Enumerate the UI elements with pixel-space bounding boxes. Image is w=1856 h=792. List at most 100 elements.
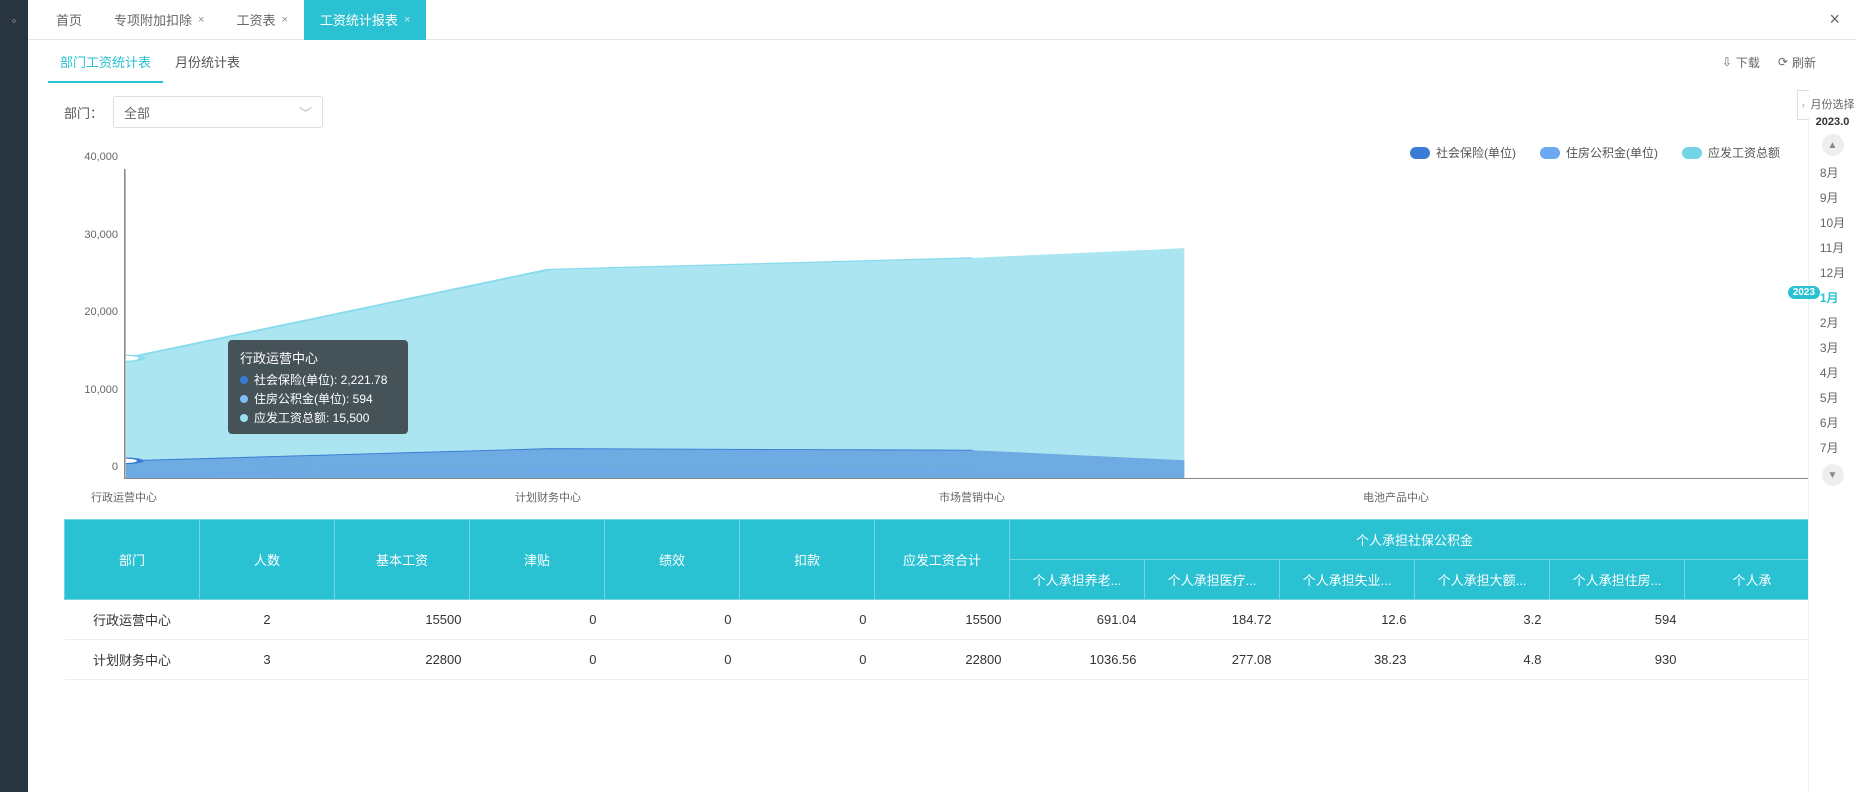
cell: 22800 bbox=[335, 640, 470, 680]
cell: 0 bbox=[605, 640, 740, 680]
x-tick: 计划财务中心 bbox=[515, 489, 581, 505]
dept-filter-label: 部门： bbox=[64, 103, 103, 122]
nav-icon[interactable]: ◦ bbox=[0, 0, 28, 40]
month-option[interactable]: 3月 bbox=[1820, 335, 1845, 360]
chart-section: 社会保险(单位)住房公积金(单位)应发工资总额 010,00020,00030,… bbox=[28, 140, 1856, 509]
th[interactable]: 部门 bbox=[65, 520, 200, 600]
month-option[interactable]: 6月 bbox=[1820, 410, 1845, 435]
month-option[interactable]: 2月 bbox=[1820, 310, 1845, 335]
table-row[interactable]: 行政运营中心21550000015500691.04184.7212.63.25… bbox=[65, 600, 1820, 640]
th[interactable]: 扣款 bbox=[740, 520, 875, 600]
cell: 12.6 bbox=[1280, 600, 1415, 640]
x-tick: 行政运营中心 bbox=[91, 489, 157, 505]
cell: 38.23 bbox=[1280, 640, 1415, 680]
dept-select[interactable]: 全部 ﹀ bbox=[113, 96, 323, 128]
month-option[interactable]: 9月 bbox=[1820, 185, 1845, 210]
cell: 184.72 bbox=[1145, 600, 1280, 640]
month-option[interactable]: 5月 bbox=[1820, 385, 1845, 410]
th[interactable]: 个人承担大额... bbox=[1415, 560, 1550, 600]
legend-item[interactable]: 社会保险(单位) bbox=[1410, 144, 1516, 161]
refresh-icon: ⟳ bbox=[1778, 55, 1788, 69]
th[interactable]: 人数 bbox=[200, 520, 335, 600]
cell bbox=[1685, 640, 1820, 680]
cell bbox=[1685, 600, 1820, 640]
table-row[interactable]: 计划财务中心322800000228001036.56277.0838.234.… bbox=[65, 640, 1820, 680]
month-panel-sub: 2023.0 bbox=[1816, 114, 1850, 130]
chevron-down-icon: ﹀ bbox=[299, 103, 312, 122]
month-option[interactable]: 4月 bbox=[1820, 360, 1845, 385]
cell: 3.2 bbox=[1415, 600, 1550, 640]
th[interactable]: 个人承担医疗... bbox=[1145, 560, 1280, 600]
page-tabs: 首页专项附加扣除×工资表×工资统计报表× × bbox=[28, 0, 1856, 40]
close-icon[interactable]: × bbox=[1813, 9, 1856, 30]
cell: 15500 bbox=[875, 600, 1010, 640]
year-badge: 2023 bbox=[1788, 286, 1820, 299]
th[interactable]: 基本工资 bbox=[335, 520, 470, 600]
x-tick: 电池产品中心 bbox=[1363, 489, 1429, 505]
cell: 0 bbox=[740, 600, 875, 640]
page-tab[interactable]: 工资统计报表× bbox=[304, 0, 426, 40]
chart-legend: 社会保险(单位) 住房公积金(单位) 应发工资总额 bbox=[64, 140, 1820, 169]
cell: 594 bbox=[1550, 600, 1685, 640]
legend-swatch bbox=[1410, 147, 1430, 159]
cell: 2 bbox=[200, 600, 335, 640]
panel-toggle[interactable]: ‹ bbox=[1797, 90, 1809, 120]
page-tab[interactable]: 工资表× bbox=[220, 0, 303, 40]
sub-tabs: 部门工资统计表月份统计表 ⇩下载 ⟳刷新 bbox=[28, 40, 1856, 84]
tab-close-icon[interactable]: × bbox=[404, 14, 410, 26]
cell: 930 bbox=[1550, 640, 1685, 680]
tab-close-icon[interactable]: × bbox=[198, 14, 204, 26]
cell: 0 bbox=[470, 600, 605, 640]
refresh-button[interactable]: ⟳刷新 bbox=[1778, 54, 1816, 71]
cell: 计划财务中心 bbox=[65, 640, 200, 680]
th[interactable]: 津贴 bbox=[470, 520, 605, 600]
sub-tab[interactable]: 部门工资统计表 bbox=[48, 42, 163, 83]
y-tick: 0 bbox=[112, 461, 118, 473]
month-option[interactable]: 8月 bbox=[1820, 160, 1845, 185]
hover-guideline bbox=[125, 169, 126, 478]
month-next[interactable]: ▼ bbox=[1822, 464, 1844, 486]
page-tab[interactable]: 首页 bbox=[40, 0, 98, 40]
y-tick: 20,000 bbox=[84, 306, 118, 318]
tooltip-row: 住房公积金(单位): 594 bbox=[240, 390, 396, 407]
th[interactable]: 绩效 bbox=[605, 520, 740, 600]
month-panel-title: 月份选择 bbox=[1811, 94, 1855, 114]
th[interactable]: 个人承担失业... bbox=[1280, 560, 1415, 600]
month-option[interactable]: 11月 bbox=[1820, 235, 1845, 260]
th-group: 个人承担社保公积金 bbox=[1010, 520, 1820, 560]
cell: 行政运营中心 bbox=[65, 600, 200, 640]
cell: 0 bbox=[605, 600, 740, 640]
legend-item[interactable]: 住房公积金(单位) bbox=[1540, 144, 1658, 161]
y-tick: 40,000 bbox=[84, 151, 118, 163]
main-area: 首页专项附加扣除×工资表×工资统计报表× × 部门工资统计表月份统计表 ⇩下载 … bbox=[28, 0, 1856, 792]
legend-swatch bbox=[1682, 147, 1702, 159]
page-tab[interactable]: 专项附加扣除× bbox=[98, 0, 220, 40]
cell: 277.08 bbox=[1145, 640, 1280, 680]
month-prev[interactable]: ▲ bbox=[1822, 134, 1844, 156]
month-option[interactable]: 10月 bbox=[1820, 210, 1845, 235]
data-table: 部门人数基本工资津贴绩效扣款应发工资合计个人承担社保公积金个人承担养老...个人… bbox=[64, 519, 1820, 680]
th[interactable]: 个人承担养老... bbox=[1010, 560, 1145, 600]
month-option[interactable]: 7月 bbox=[1820, 435, 1845, 460]
sub-tab[interactable]: 月份统计表 bbox=[163, 42, 252, 83]
legend-swatch bbox=[1540, 147, 1560, 159]
x-tick: 市场营销中心 bbox=[939, 489, 1005, 505]
th[interactable]: 个人承 bbox=[1685, 560, 1820, 600]
area-chart[interactable]: 010,00020,00030,00040,000 行政运营中心计划财务中心市场… bbox=[64, 169, 1820, 509]
cell: 0 bbox=[470, 640, 605, 680]
legend-item[interactable]: 应发工资总额 bbox=[1682, 144, 1780, 161]
download-button[interactable]: ⇩下载 bbox=[1722, 54, 1760, 71]
cell: 4.8 bbox=[1415, 640, 1550, 680]
cell: 0 bbox=[740, 640, 875, 680]
month-option[interactable]: 12月 bbox=[1820, 260, 1845, 285]
data-table-wrap: 部门人数基本工资津贴绩效扣款应发工资合计个人承担社保公积金个人承担养老...个人… bbox=[28, 509, 1856, 680]
th[interactable]: 个人承担住房... bbox=[1550, 560, 1685, 600]
th[interactable]: 应发工资合计 bbox=[875, 520, 1010, 600]
cell: 691.04 bbox=[1010, 600, 1145, 640]
tab-close-icon[interactable]: × bbox=[281, 14, 287, 26]
month-option[interactable]: 1月2023 bbox=[1820, 285, 1845, 310]
month-panel: ‹ 月份选择 2023.0 ▲ 8月9月10月11月12月1月20232月3月4… bbox=[1808, 90, 1856, 792]
chart-tooltip: 行政运营中心 社会保险(单位): 2,221.78住房公积金(单位): 594应… bbox=[228, 340, 408, 434]
y-tick: 30,000 bbox=[84, 229, 118, 241]
cell: 15500 bbox=[335, 600, 470, 640]
